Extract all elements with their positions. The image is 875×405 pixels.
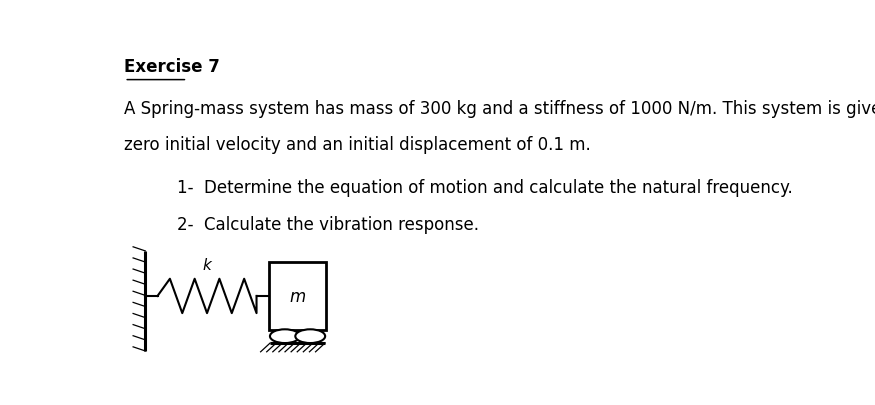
Text: zero initial velocity and an initial displacement of 0.1 m.: zero initial velocity and an initial dis… xyxy=(124,136,591,154)
Circle shape xyxy=(296,330,326,343)
Text: A Spring-mass system has mass of 300 kg and a stiffness of 1000 N/m. This system: A Spring-mass system has mass of 300 kg … xyxy=(124,100,875,118)
Text: m: m xyxy=(290,287,305,305)
Text: 1-  Determine the equation of motion and calculate the natural frequency.: 1- Determine the equation of motion and … xyxy=(177,179,793,197)
Circle shape xyxy=(270,330,300,343)
Bar xyxy=(269,262,326,330)
Text: k: k xyxy=(203,258,212,273)
Text: 2-  Calculate the vibration response.: 2- Calculate the vibration response. xyxy=(177,215,480,233)
Text: Exercise 7: Exercise 7 xyxy=(124,58,220,76)
